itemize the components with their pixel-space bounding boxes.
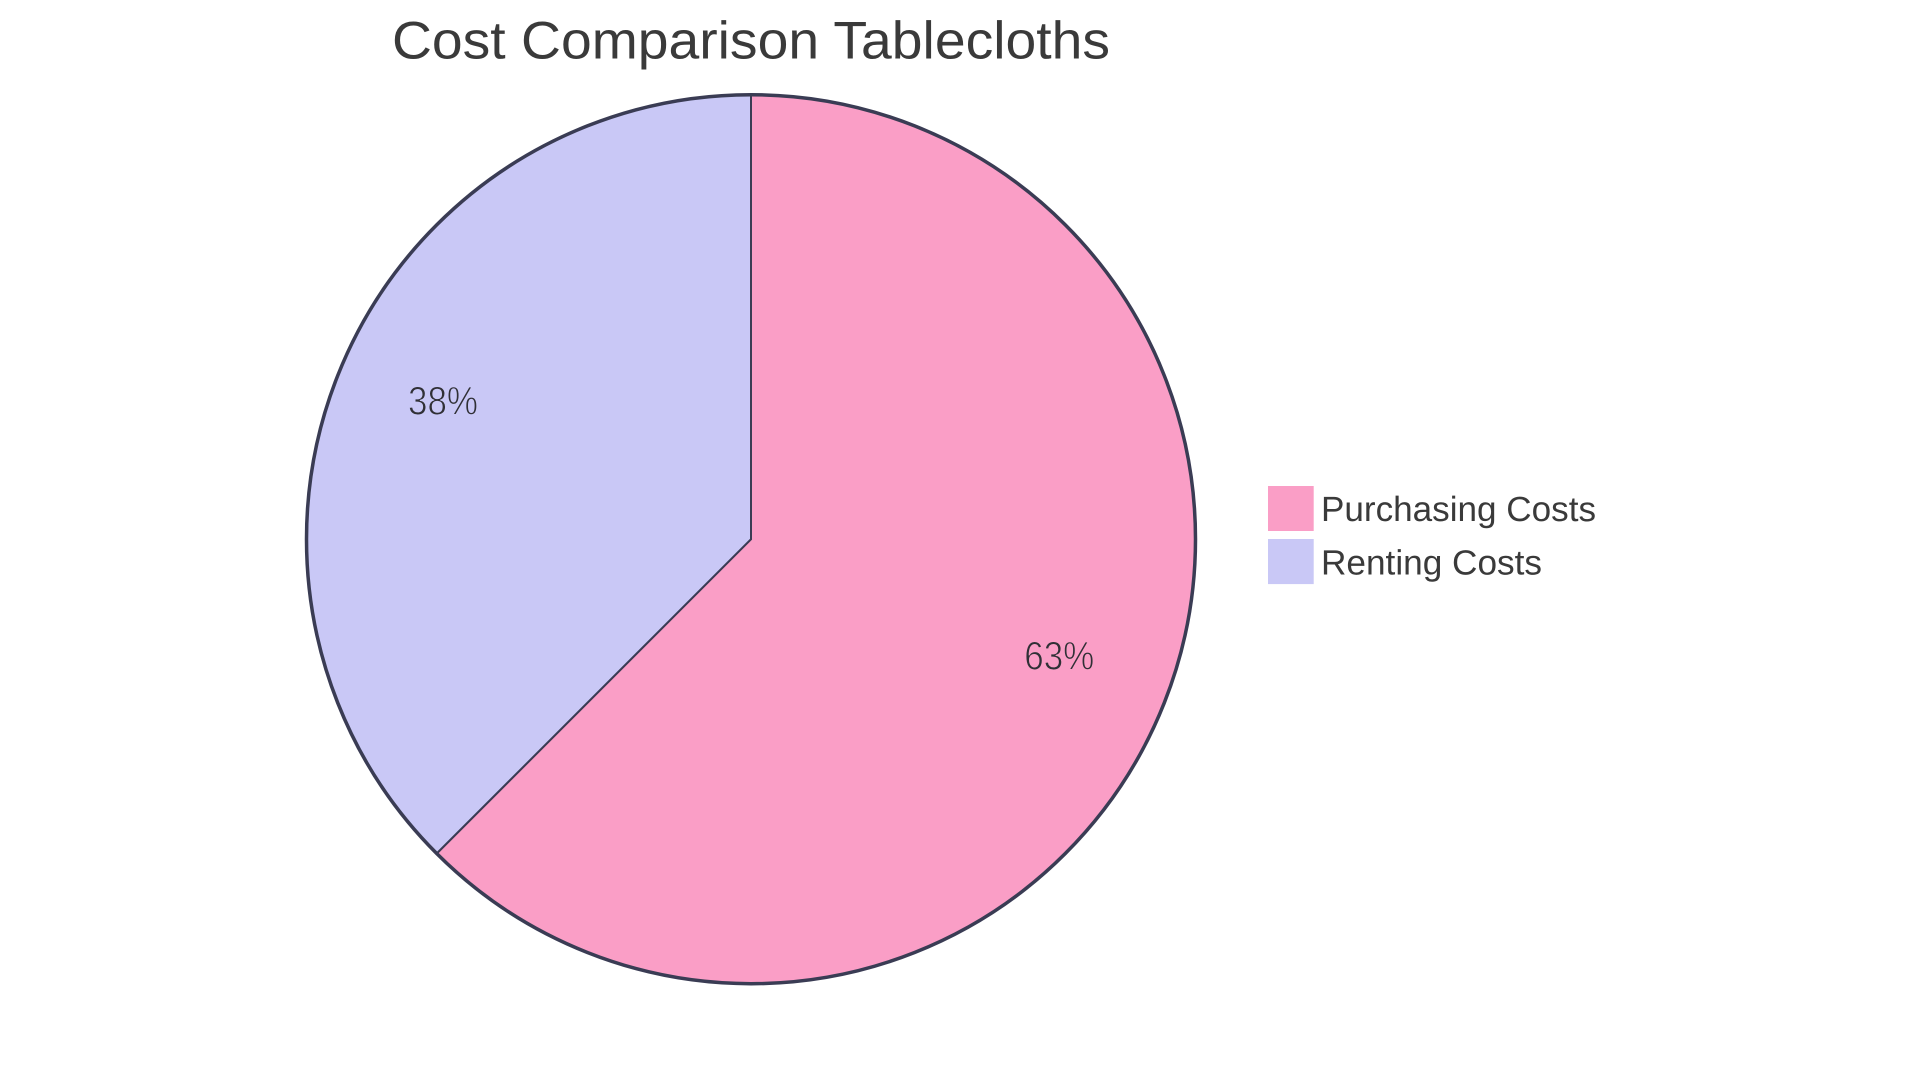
svg-text:Purchasing Costs: Purchasing Costs: [1321, 490, 1596, 529]
svg-text:63%: 63%: [1024, 634, 1094, 678]
svg-text:Cost Comparison Tablecloths: Cost Comparison Tablecloths: [392, 12, 1110, 71]
svg-text:Renting Costs: Renting Costs: [1321, 544, 1542, 583]
svg-text:38%: 38%: [408, 379, 478, 423]
